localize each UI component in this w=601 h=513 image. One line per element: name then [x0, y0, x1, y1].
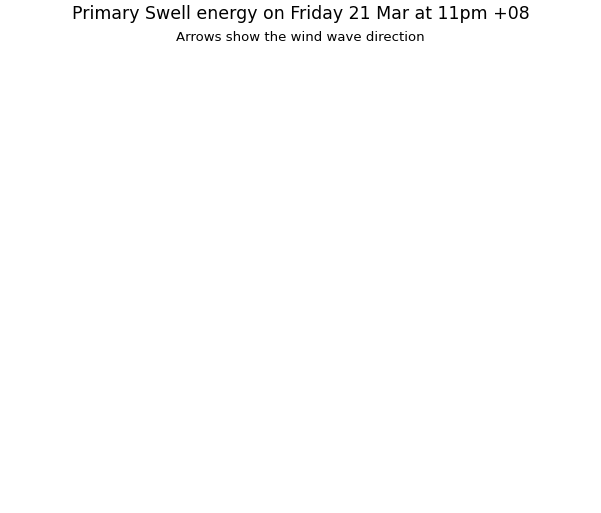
Text: Primary Swell energy on Friday 21 Mar at 11pm +08: Primary Swell energy on Friday 21 Mar at…	[72, 6, 529, 24]
Text: Arrows show the wind wave direction: Arrows show the wind wave direction	[176, 30, 425, 44]
Text: cartopy not available: cartopy not available	[227, 268, 374, 282]
